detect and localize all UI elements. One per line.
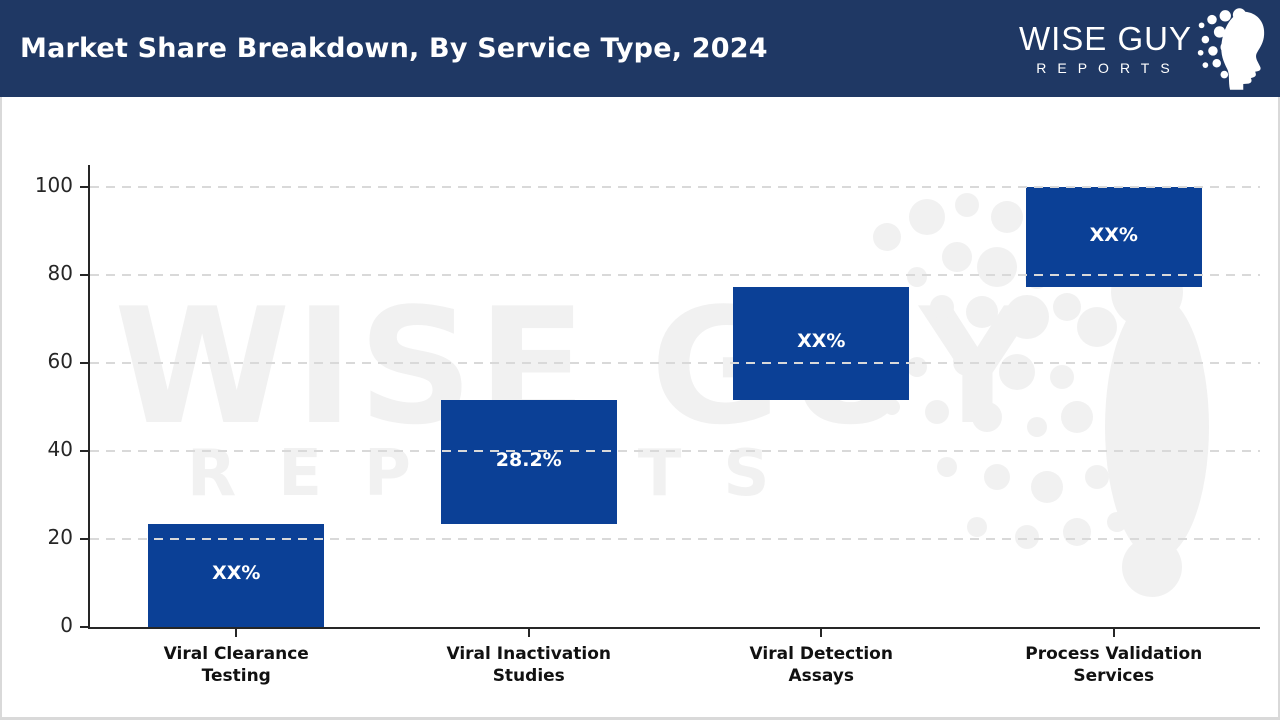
gridline-60 <box>90 362 1260 364</box>
y-tick-label-80: 80 <box>47 261 73 285</box>
y-tick-40 <box>80 450 89 452</box>
x-tick-viral-inactivation-studies <box>527 629 530 637</box>
logo-wordmark: WISE GUY <box>1018 19 1192 57</box>
x-category-label-viral-inactivation-studies: Viral Inactivation Studies <box>446 644 611 687</box>
bar-label-viral-detection-assays: XX% <box>797 330 846 353</box>
bar-label-viral-clearance-testing: XX% <box>212 562 261 585</box>
y-axis-line <box>88 165 90 629</box>
gridline-20 <box>90 538 1260 540</box>
logo-tagline: REPORTS <box>1036 59 1181 76</box>
x-tick-viral-detection-assays <box>820 629 823 637</box>
y-tick-label-20: 20 <box>47 525 73 549</box>
wiseguy-logo: WISE GUY REPORTS <box>1019 6 1266 92</box>
x-axis-line <box>88 627 1260 629</box>
y-tick-20 <box>80 538 89 540</box>
y-tick-label-0: 0 <box>60 613 73 637</box>
bar-label-process-validation-services: XX% <box>1089 223 1138 246</box>
bar-viral-detection-assays <box>733 286 910 400</box>
y-tick-0 <box>80 626 89 628</box>
gridline-80 <box>90 274 1260 276</box>
y-tick-label-60: 60 <box>47 349 73 373</box>
y-tick-60 <box>80 362 89 364</box>
x-category-label-viral-clearance-testing: Viral Clearance Testing <box>163 644 309 687</box>
y-tick-label-100: 100 <box>34 173 73 197</box>
page-title: Market Share Breakdown, By Service Type,… <box>20 33 768 64</box>
header: Market Share Breakdown, By Service Type,… <box>0 0 1280 97</box>
x-tick-process-validation-services <box>1112 629 1115 637</box>
x-category-label-viral-detection-assays: Viral Detection Assays <box>749 644 893 687</box>
bar-label-viral-inactivation-studies: 28.2% <box>495 448 562 471</box>
x-category-label-process-validation-services: Process Validation Services <box>1025 644 1203 687</box>
bar-process-validation-services <box>1025 187 1202 287</box>
y-tick-100 <box>80 186 89 188</box>
bar-viral-clearance-testing <box>148 523 325 627</box>
y-tick-label-40: 40 <box>47 437 73 461</box>
logo-text: WISE GUY REPORTS <box>1019 22 1192 76</box>
logo-face-icon <box>1197 7 1265 90</box>
plot: 0 20 40 60 80 100 XX% Viral Clearance Testing 28… <box>2 97 1278 717</box>
y-tick-80 <box>80 274 89 276</box>
gridline-40 <box>90 450 1260 452</box>
bar-viral-inactivation-studies <box>440 399 617 524</box>
gridline-100 <box>90 186 1260 188</box>
x-tick-viral-clearance-testing <box>235 629 238 637</box>
